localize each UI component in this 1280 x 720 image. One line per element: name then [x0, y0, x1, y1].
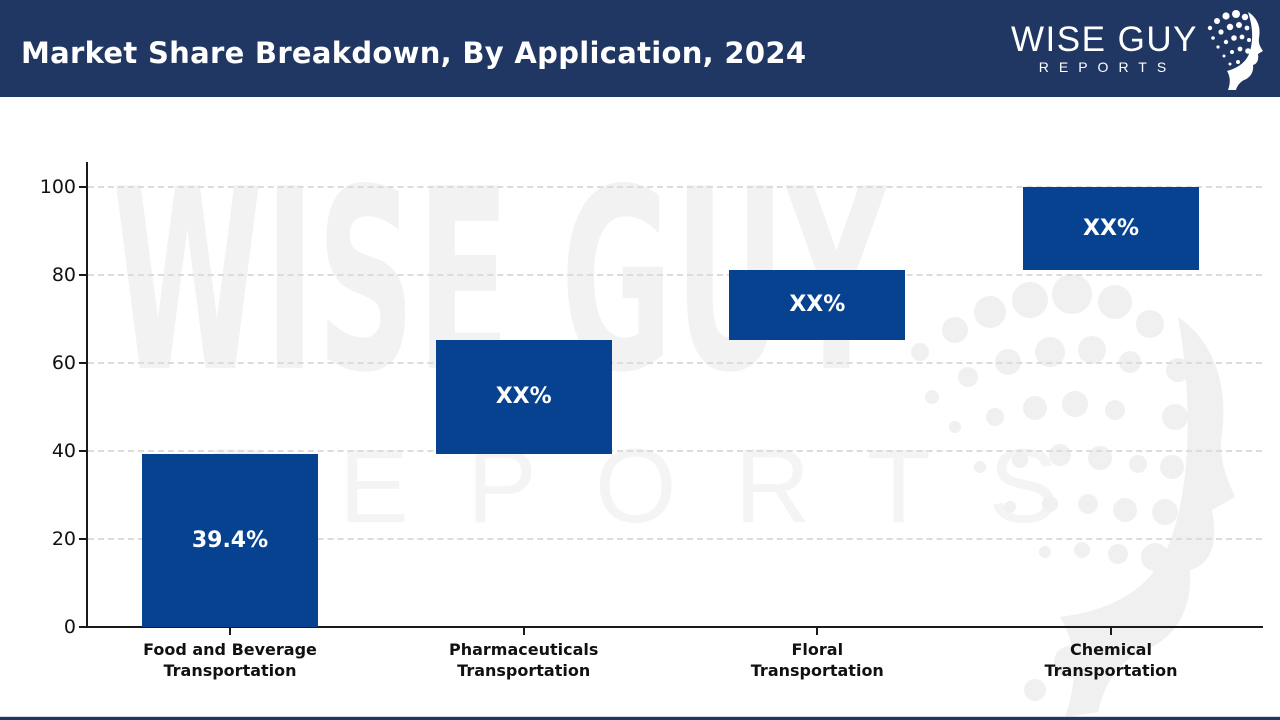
gridline-60 — [88, 362, 1262, 364]
category-line1: Chemical — [1070, 640, 1152, 659]
gridline-20 — [88, 538, 1262, 540]
category-label-2: Pharmaceuticals Transportation — [364, 639, 684, 681]
gridline-40 — [88, 450, 1262, 452]
category-line2: Transportation — [457, 661, 591, 680]
logo-head-icon — [1207, 10, 1263, 90]
logo-wordmark: WISE GUY — [1010, 20, 1198, 59]
watermark-reports: REPORTS — [205, 428, 1117, 545]
y-tick-label-80: 80 — [51, 264, 76, 286]
bar-value-label-1: 39.4% — [191, 527, 269, 553]
category-line2: Transportation — [163, 661, 297, 680]
x-axis-line — [86, 626, 1263, 628]
y-tick-label-20: 20 — [51, 528, 76, 550]
bar-value-label-2: XX% — [495, 384, 552, 410]
footer-bar — [0, 717, 1280, 720]
y-tick-60 — [79, 362, 86, 364]
y-tick-label-100: 100 — [39, 176, 76, 198]
x-tick-1 — [229, 628, 231, 635]
gridline-80 — [88, 274, 1262, 276]
logo-subtitle: REPORTS — [1038, 59, 1177, 75]
x-tick-4 — [1110, 628, 1112, 635]
category-label-1: Food and Beverage Transportation — [70, 639, 390, 681]
category-label-4: Chemical Transportation — [951, 639, 1271, 681]
bar-value-label-4: XX% — [1083, 215, 1139, 241]
bar-1: 39.4% — [142, 453, 318, 627]
page-title: Market Share Breakdown, By Application, … — [21, 36, 807, 70]
category-line2: Transportation — [1044, 661, 1178, 680]
y-tick-40 — [79, 450, 86, 452]
category-line1: Floral — [791, 640, 844, 659]
gridline-100 — [88, 186, 1262, 188]
footer-divider — [0, 716, 1280, 717]
x-tick-3 — [816, 628, 819, 635]
y-tick-label-60: 60 — [51, 352, 76, 374]
bar-value-label-3: XX% — [789, 292, 846, 318]
watermark-head-icon — [911, 274, 1235, 717]
y-tick-label-40: 40 — [51, 440, 76, 462]
category-line1: Pharmaceuticals — [448, 640, 599, 659]
category-line2: Transportation — [750, 661, 884, 680]
category-label-3: Floral Transportation — [657, 639, 977, 681]
header-bar: Market Share Breakdown, By Application, … — [0, 0, 1280, 97]
y-tick-20 — [79, 538, 86, 540]
y-tick-label-0: 0 — [63, 616, 76, 638]
x-tick-2 — [522, 628, 525, 635]
y-tick-0 — [79, 626, 86, 628]
wise-guy-reports-logo: WISE GUY REPORTS — [1011, 6, 1266, 90]
bar-4: XX% — [1023, 187, 1199, 270]
logo-text: WISE GUY REPORTS — [1010, 20, 1198, 76]
category-line1: Food and Beverage — [143, 640, 317, 659]
y-axis-line — [86, 162, 88, 628]
bar-3: XX% — [729, 269, 906, 341]
bar-2: XX% — [435, 340, 612, 454]
y-tick-80 — [79, 274, 86, 276]
y-tick-100 — [79, 186, 86, 188]
